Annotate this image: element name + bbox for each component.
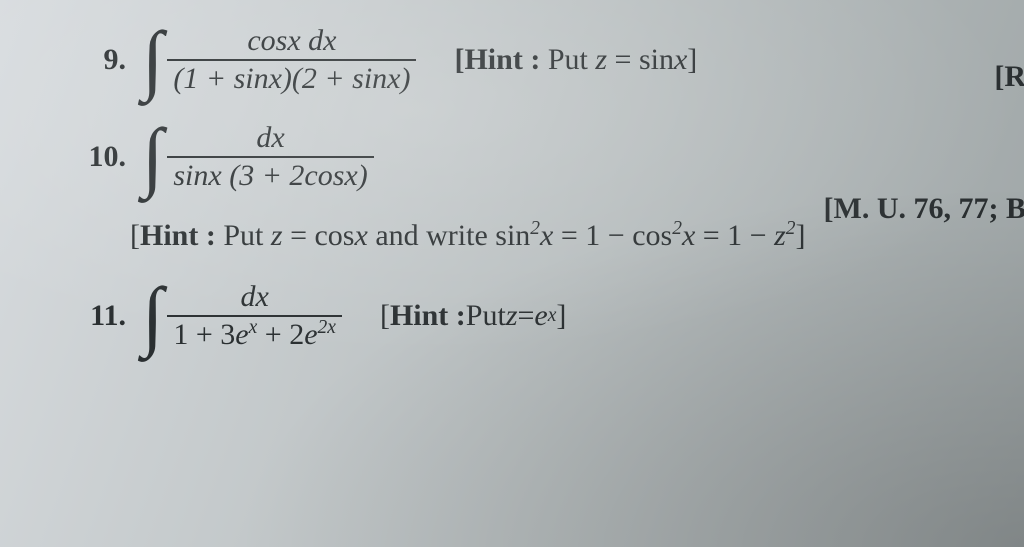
hint-9: [Hint : Put z = sinx] (454, 43, 697, 77)
problem-9: 9. ∫ cosx dx (1 + sinx)(2 + sinx) [Hint … (0, 25, 1024, 94)
denominator: sinx (3 + 2cosx) (167, 158, 373, 192)
reference-9: [R (994, 60, 1024, 94)
numerator: dx (250, 122, 290, 156)
problem-number: 9. (78, 43, 126, 77)
problem-11: 11. ∫ dx 1 + 3ex + 2e2x [Hint : Put z = … (0, 281, 1024, 350)
integral-sign-icon: ∫ (142, 129, 163, 184)
integral-expression: ∫ dx 1 + 3ex + 2e2x (142, 281, 342, 350)
numerator: cosx dx (241, 25, 342, 59)
problem-number: 11. (78, 299, 126, 333)
denominator: (1 + sinx)(2 + sinx) (167, 61, 416, 95)
hint-body: Put z = sinx] (548, 43, 697, 77)
integral-expression: ∫ cosx dx (1 + sinx)(2 + sinx) (142, 25, 416, 94)
numerator: dx (234, 281, 274, 315)
fraction: dx sinx (3 + 2cosx) (167, 122, 373, 191)
fraction: cosx dx (1 + sinx)(2 + sinx) (167, 25, 416, 94)
reference-10: [M. U. 76, 77; B (824, 192, 1024, 226)
denominator: 1 + 3ex + 2e2x (167, 317, 342, 351)
hint-label: [Hint : (454, 43, 540, 77)
integral-sign-icon: ∫ (142, 288, 163, 343)
problem-10: 10. ∫ dx sinx (3 + 2cosx) (0, 122, 1024, 191)
hint-11: [Hint : Put z = ex] (380, 299, 566, 333)
textbook-page: 9. ∫ cosx dx (1 + sinx)(2 + sinx) [Hint … (0, 0, 1024, 547)
problem-number: 10. (78, 140, 126, 174)
integral-sign-icon: ∫ (142, 32, 163, 87)
fraction: dx 1 + 3ex + 2e2x (167, 281, 342, 350)
integral-expression: ∫ dx sinx (3 + 2cosx) (142, 122, 374, 191)
